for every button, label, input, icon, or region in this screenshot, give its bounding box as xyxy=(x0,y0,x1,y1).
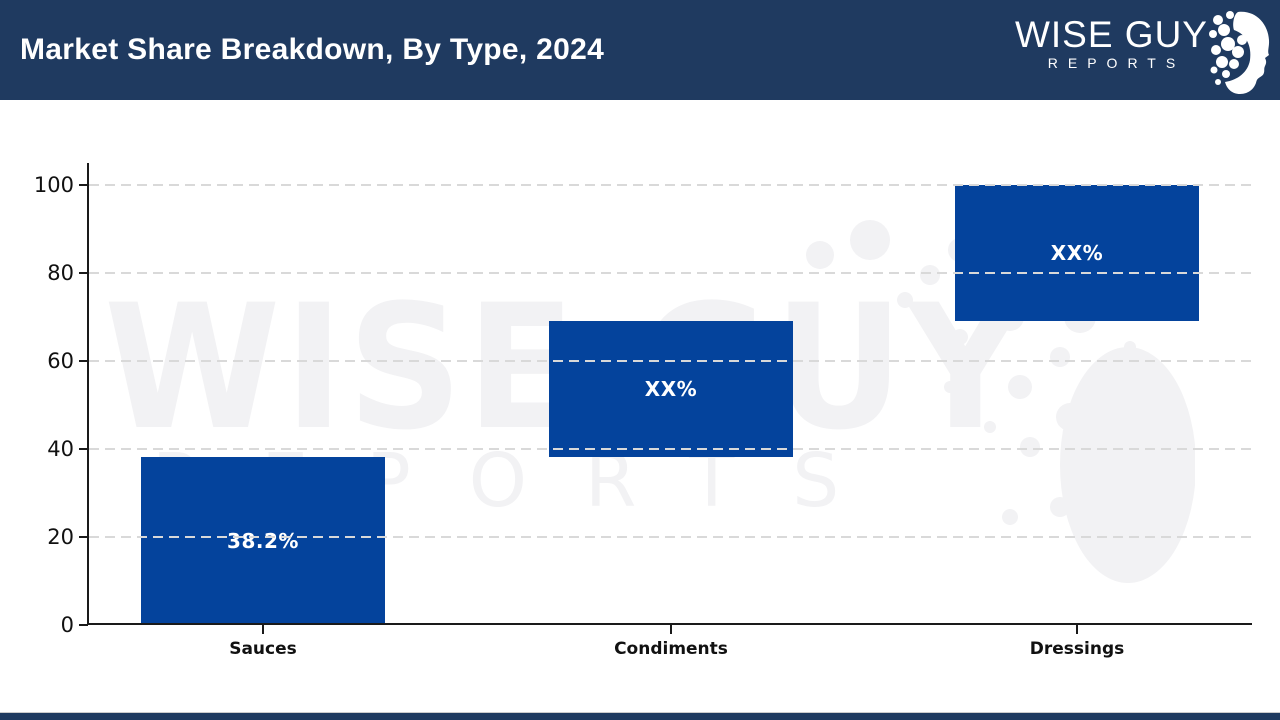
y-tick-label-40: 40 xyxy=(47,437,74,461)
logo-face-icon xyxy=(1209,11,1270,94)
footer-bar xyxy=(0,712,1280,720)
page-title: Market Share Breakdown, By Type, 2024 xyxy=(20,33,605,66)
bar-sauces: 38.2% xyxy=(141,457,385,625)
logo-wordmark: WISE GUY xyxy=(1014,14,1208,55)
bar-value-label-condiments: XX% xyxy=(644,377,698,401)
y-tick-label-60: 60 xyxy=(47,349,74,373)
y-tick-mark-60 xyxy=(79,360,88,362)
header-bar: Market Share Breakdown, By Type, 2024 WI… xyxy=(0,0,1280,100)
logo-subtitle: REPORTS xyxy=(1047,55,1186,71)
x-axis-line xyxy=(87,623,1252,625)
wise-guy-reports-logo: WISE GUY REPORTS xyxy=(1010,0,1272,100)
bar-value-label-dressings: XX% xyxy=(1050,241,1104,265)
gridline-60 xyxy=(89,360,1252,362)
x-tick-mark-sauces xyxy=(262,625,264,634)
x-tick-mark-dressings xyxy=(1076,625,1078,634)
bar-dressings: XX% xyxy=(955,185,1199,321)
y-tick-mark-20 xyxy=(79,536,88,538)
y-tick-label-100: 100 xyxy=(33,173,74,197)
logo-text: WISE GUY REPORTS xyxy=(1014,14,1208,72)
gridline-100 xyxy=(89,184,1252,186)
x-tick-mark-condiments xyxy=(670,625,672,634)
y-tick-mark-80 xyxy=(79,272,88,274)
bar-condiments: XX% xyxy=(549,321,793,457)
category-label-sauces: Sauces xyxy=(229,639,297,659)
category-label-dressings: Dressings xyxy=(1029,639,1125,659)
gridline-80 xyxy=(89,272,1252,274)
y-tick-label-0: 0 xyxy=(60,613,74,637)
y-axis-line xyxy=(87,163,89,625)
gridline-40 xyxy=(89,448,1252,450)
bar-value-label-sauces: 38.2% xyxy=(227,529,299,553)
y-tick-mark-40 xyxy=(79,448,88,450)
y-tick-mark-0 xyxy=(79,624,88,626)
category-label-condiments: Condiments xyxy=(614,639,728,659)
y-tick-label-80: 80 xyxy=(47,261,74,285)
gridline-20 xyxy=(89,536,1252,538)
y-tick-mark-100 xyxy=(79,184,88,186)
y-tick-label-20: 20 xyxy=(47,525,74,549)
